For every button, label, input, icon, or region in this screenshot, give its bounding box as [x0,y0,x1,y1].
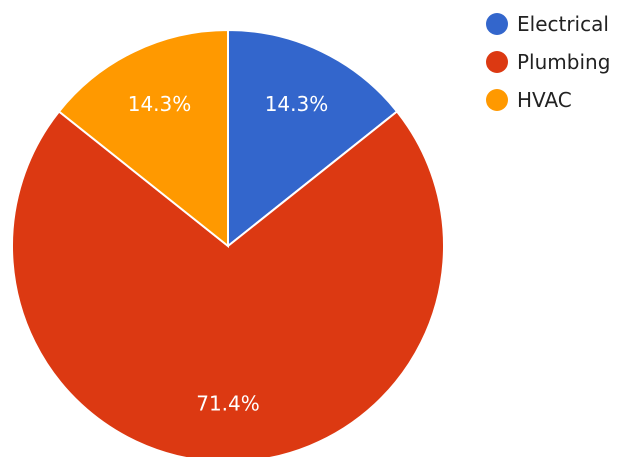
legend-item-plumbing: Plumbing [486,50,610,74]
legend-swatch-hvac [486,89,508,111]
legend-item-electrical: Electrical [486,12,609,36]
legend-label-plumbing: Plumbing [517,50,610,74]
pie-slice-labels: 14.3% 71.4% 14.3% [128,92,329,416]
pie-slice-electrical [227,28,399,249]
legend-swatch-electrical [486,13,508,35]
legend-swatch-plumbing [486,51,508,73]
legend: Electrical Plumbing HVAC [486,12,610,112]
data-label-plumbing: 71.4% [196,392,260,416]
legend-item-hvac: HVAC [486,88,572,112]
data-label-electrical: 14.3% [265,92,329,116]
data-label-hvac: 14.3% [128,92,192,116]
pie-slices [11,28,445,457]
pie-slice-plumbing [11,110,445,457]
legend-label-electrical: Electrical [517,12,609,36]
legend-label-hvac: HVAC [517,88,572,112]
pie-slice-hvac [57,28,229,249]
